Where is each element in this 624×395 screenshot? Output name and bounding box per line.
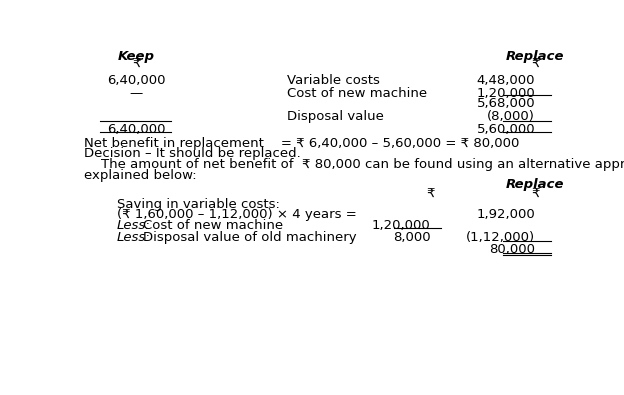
Text: 1,92,000: 1,92,000 bbox=[477, 208, 535, 221]
Text: Disposal value: Disposal value bbox=[287, 110, 384, 123]
Text: The amount of net benefit of  ₹ 80,000 can be found using an alternative approac: The amount of net benefit of ₹ 80,000 ca… bbox=[84, 158, 624, 171]
Text: 6,40,000: 6,40,000 bbox=[107, 123, 165, 136]
Text: 5,60,000: 5,60,000 bbox=[477, 123, 535, 136]
Text: ₹: ₹ bbox=[132, 58, 140, 71]
Text: 80,000: 80,000 bbox=[489, 243, 535, 256]
Text: Less:: Less: bbox=[117, 219, 150, 232]
Text: Variable costs: Variable costs bbox=[287, 74, 380, 87]
Text: ₹: ₹ bbox=[426, 188, 435, 201]
Text: 4,48,000: 4,48,000 bbox=[477, 74, 535, 87]
Text: Keep: Keep bbox=[118, 50, 155, 63]
Text: ₹: ₹ bbox=[531, 188, 540, 201]
Text: Decision – It should be replaced.: Decision – It should be replaced. bbox=[84, 147, 301, 160]
Text: Replace: Replace bbox=[506, 178, 565, 191]
Text: Disposal value of old machinery: Disposal value of old machinery bbox=[143, 231, 357, 244]
Text: (₹ 1,60,000 – 1,12,000) × 4 years =: (₹ 1,60,000 – 1,12,000) × 4 years = bbox=[117, 208, 356, 221]
Text: 6,40,000: 6,40,000 bbox=[107, 74, 165, 87]
Text: —: — bbox=[130, 87, 143, 100]
Text: Net benefit in replacement    = ₹ 6,40,000 – 5,60,000 = ₹ 80,000: Net benefit in replacement = ₹ 6,40,000 … bbox=[84, 137, 520, 150]
Text: Replace: Replace bbox=[506, 50, 565, 63]
Text: 5,68,000: 5,68,000 bbox=[477, 98, 535, 111]
Text: Saving in variable costs:: Saving in variable costs: bbox=[117, 198, 280, 211]
Text: explained below:: explained below: bbox=[84, 169, 197, 182]
Text: (1,12,000): (1,12,000) bbox=[466, 231, 535, 244]
Text: 1,20,000: 1,20,000 bbox=[372, 219, 431, 232]
Text: ₹: ₹ bbox=[531, 58, 540, 71]
Text: 8,000: 8,000 bbox=[393, 231, 431, 244]
Text: Cost of new machine: Cost of new machine bbox=[287, 87, 427, 100]
Text: (8,000): (8,000) bbox=[487, 110, 535, 123]
Text: Less:: Less: bbox=[117, 231, 150, 244]
Text: 1,20,000: 1,20,000 bbox=[477, 87, 535, 100]
Text: Cost of new machine: Cost of new machine bbox=[143, 219, 283, 232]
